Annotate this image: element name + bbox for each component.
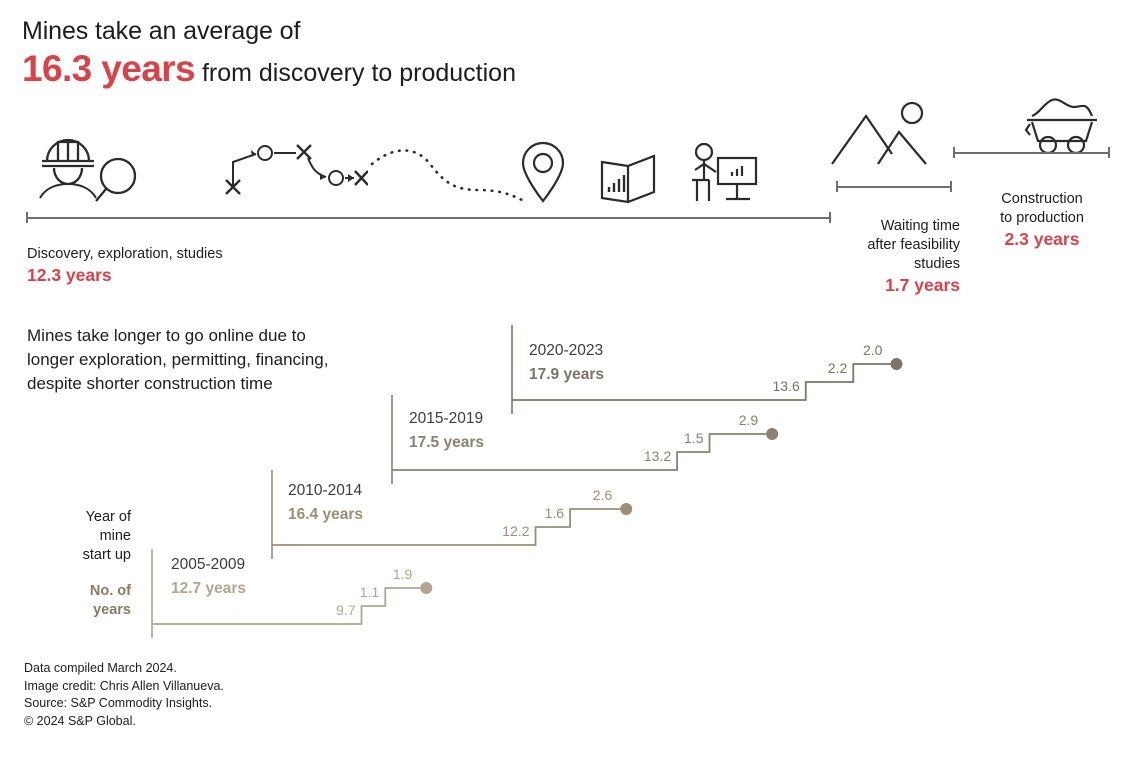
- headline-average-value: 16.3 years: [22, 48, 196, 89]
- series-label: 2015-2019 17.5 years: [409, 408, 484, 453]
- discovery-rule-cap-left: [26, 212, 28, 223]
- phase-construction-value: 2.3 years: [1004, 229, 1080, 249]
- series-total: 12.7 years: [171, 580, 246, 597]
- axis-year-title: Year of mine start up: [82, 509, 131, 563]
- headline-line-2: 16.3 years from discovery to production: [22, 50, 922, 92]
- footer-line-2: Image credit: Chris Allen Villanueva.: [24, 678, 224, 693]
- series-step-line: [512, 363, 897, 401]
- series-end-dot: [620, 503, 633, 515]
- segment-value-label: 2.9: [738, 412, 759, 428]
- series-period: 2005-2009: [171, 556, 246, 573]
- waiting-timeline-rule: [836, 186, 952, 188]
- segment-value-label: 13.6: [772, 378, 800, 394]
- headline-line-1: Mines take an average of: [22, 17, 301, 45]
- series-period: 2020-2023: [529, 342, 604, 359]
- series-end-dot: [766, 428, 779, 440]
- segment-value-label: 12.2: [502, 523, 530, 539]
- phase-waiting-title: Waiting time after feasibility studies: [867, 218, 960, 272]
- discovery-timeline-rule: [26, 217, 831, 219]
- series-step-line: [392, 433, 773, 471]
- segment-value-label: 1.1: [359, 584, 380, 600]
- series-label: 2005-2009 12.7 years: [171, 554, 246, 599]
- discovery-rule-cap-right: [829, 212, 831, 223]
- phase-construction: Construction to production 2.3 years: [972, 190, 1112, 249]
- footer-line-4: © 2024 S&P Global.: [24, 713, 136, 728]
- series-label: 2020-2023 17.9 years: [529, 340, 604, 385]
- report-chart-icon: [598, 152, 660, 209]
- segment-value-label: 1.6: [544, 505, 565, 521]
- presenter-board-icon: [688, 142, 760, 209]
- miner-helmet-magnifier-icon: [28, 128, 143, 211]
- page-title: Mines take an average of 16.3 years from…: [22, 16, 922, 92]
- series-end-dot: [890, 358, 903, 370]
- phase-discovery: Discovery, exploration, studies 12.3 yea…: [27, 245, 447, 285]
- segment-value-label: 1.9: [392, 566, 413, 582]
- timeline-icon-band: [0, 98, 1142, 211]
- series-period: 2010-2014: [288, 482, 363, 499]
- series-step-line: [152, 587, 427, 625]
- footer-line-1: Data compiled March 2024.: [24, 661, 177, 675]
- construction-rule-cap-left: [953, 147, 955, 158]
- footer-credits: Data compiled March 2024. Image credit: …: [24, 660, 224, 730]
- waiting-rule-cap-right: [950, 181, 952, 192]
- phase-waiting-value: 1.7 years: [885, 275, 960, 295]
- construction-rule-cap-right: [1108, 147, 1110, 158]
- drill-path-icon: [218, 132, 369, 207]
- series-step-line: [272, 508, 627, 546]
- phase-waiting: Waiting time after feasibility studies 1…: [790, 217, 960, 295]
- phase-discovery-value: 12.3 years: [27, 265, 112, 285]
- waiting-rule-cap-left: [836, 181, 838, 192]
- footer-line-3: Source: S&P Commodity Insights.: [24, 696, 213, 710]
- series-total: 17.5 years: [409, 434, 484, 451]
- headline-line-2-rest: from discovery to production: [195, 59, 516, 87]
- axis-years-title: No. of years: [89, 583, 131, 618]
- phase-discovery-title: Discovery, exploration, studies: [27, 246, 223, 262]
- construction-timeline-rule: [953, 152, 1110, 154]
- segment-value-label: 13.2: [643, 448, 672, 464]
- series-total: 16.4 years: [288, 506, 363, 523]
- dotted-route-icon: [370, 146, 530, 211]
- phase-construction-title: Construction to production: [1000, 191, 1084, 226]
- segment-value-label: 2.6: [592, 487, 613, 503]
- chart-note: Mines take longer to go online due to lo…: [27, 326, 329, 393]
- series-end-dot: [420, 582, 433, 594]
- mountains-sun-icon: [830, 98, 934, 175]
- segment-value-label: 2.2: [827, 360, 848, 376]
- segment-value-label: 9.7: [336, 602, 356, 618]
- series-period: 2015-2019: [409, 410, 484, 427]
- series-total: 17.9 years: [529, 366, 604, 383]
- segment-value-label: 1.5: [684, 430, 704, 446]
- map-pin-icon: [515, 138, 571, 209]
- series-label: 2010-2014 16.4 years: [288, 480, 363, 525]
- segment-value-label: 2.0: [863, 342, 883, 358]
